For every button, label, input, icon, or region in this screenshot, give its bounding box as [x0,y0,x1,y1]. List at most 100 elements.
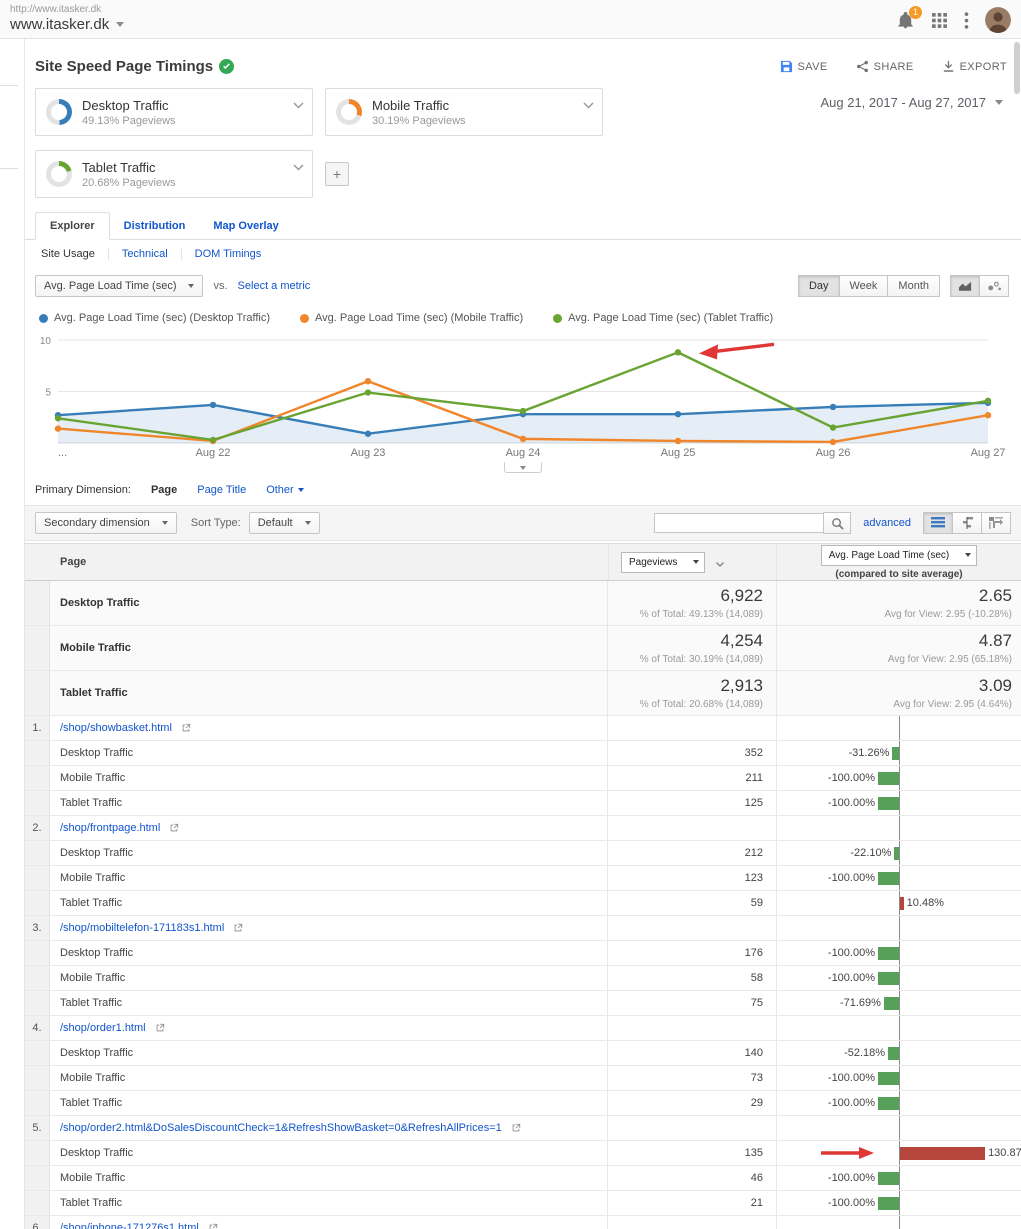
dimension-page-title[interactable]: Page Title [197,484,247,496]
table-view-button[interactable] [923,512,953,534]
save-button[interactable]: SAVE [780,60,828,73]
pivot-view-button[interactable] [981,512,1011,534]
segment-sub-row: Tablet Traffic 29 -100.00% [25,1091,1021,1116]
pageviews-value: 123 [607,866,776,890]
pageviews-column-dropdown[interactable]: Pageviews [621,551,706,573]
segment-total-name: Desktop Traffic [60,597,140,609]
timeseries-chart[interactable]: 5 10... Aug 22 Aug 23 Aug 24 Aug 25 Aug 26 Aug … [33,328,1013,473]
search-input[interactable] [654,513,825,533]
metric-total-value: 2.65 [978,586,1012,605]
legend-item-tablet[interactable]: Avg. Page Load Time (sec) (Tablet Traffi… [553,312,773,324]
chevron-down-icon[interactable] [293,158,304,176]
site-average-axis [899,891,900,915]
chevron-down-icon[interactable] [583,96,594,114]
site-average-axis [899,716,900,740]
segment-name-cell: Desktop Traffic [50,597,607,609]
page-url-row: 5. /shop/order2.html&DoSalesDiscountCheck… [25,1116,1021,1141]
tab-distribution[interactable]: Distribution [123,220,186,232]
legend-item-desktop[interactable]: Avg. Page Load Time (sec) (Desktop Traff… [39,312,270,324]
motion-chart-view-button[interactable] [979,275,1009,297]
row-select-cell [25,1141,50,1165]
page-url-link[interactable]: /shop/iphone-171276s1.html [60,1222,199,1229]
svg-text:Aug 25: Aug 25 [661,447,696,459]
pageviews-value: 29 [607,1091,776,1115]
report-title-bar: Site Speed Page Timings SAVE SHARE EXPOR… [25,39,1021,88]
search-button[interactable] [823,512,852,534]
page-url-cell: /shop/frontpage.html [50,822,607,834]
tab-explorer[interactable]: Explorer [35,212,110,240]
open-page-external-icon[interactable] [169,823,179,833]
granularity-week-button[interactable]: Week [838,275,889,297]
pageviews-value: 21 [607,1191,776,1215]
subtab-dom-timings[interactable]: DOM Timings [180,248,275,260]
delta-cell: 10.48% [776,891,1021,915]
secondary-dimension-dropdown[interactable]: Secondary dimension [35,512,177,534]
comparison-view-button[interactable] [952,512,982,534]
open-page-external-icon[interactable] [155,1023,165,1033]
chevron-down-icon[interactable] [293,96,304,114]
metric-column-dropdown[interactable]: Avg. Page Load Time (sec) [820,544,978,566]
kebab-menu-icon [964,11,969,29]
export-button[interactable]: EXPORT [942,60,1007,73]
add-segment-button[interactable]: + [325,162,349,186]
page-url-link[interactable]: /shop/order2.html&DoSalesDiscountCheck=1… [60,1122,502,1134]
segment-sub-row: Mobile Traffic 46 -100.00% [25,1166,1021,1191]
delta-cell: -100.00% [776,941,1021,965]
page-url-link[interactable]: /shop/frontpage.html [60,822,161,834]
scrollbar-thumb[interactable] [1014,42,1020,94]
date-range-selector[interactable]: Aug 21, 2017 - Aug 27, 2017 [820,95,1003,110]
site-average-axis [899,1066,900,1090]
delta-value: -100.00% [827,1072,875,1084]
granularity-month-button[interactable]: Month [887,275,940,297]
segment-label: Tablet Traffic [60,797,123,809]
select-metric-link[interactable]: Select a metric [237,280,311,292]
sort-descending-icon[interactable] [715,556,725,568]
page-title: Site Speed Page Timings [35,58,214,75]
segment-donut-icon [46,99,72,125]
legend-item-mobile[interactable]: Avg. Page Load Time (sec) (Mobile Traffi… [300,312,523,324]
subtab-site-usage[interactable]: Site Usage [41,248,95,260]
segment-label-cell: Mobile Traffic [50,1072,607,1084]
page-url-link[interactable]: /shop/showbasket.html [60,722,172,734]
pageviews-value: 46 [607,1166,776,1190]
site-average-axis [899,741,900,765]
metric-dropdown[interactable]: Avg. Page Load Time (sec) [35,275,204,297]
pageviews-percent-of-total: % of Total: 20.68% (14,089) [639,699,763,710]
subtab-technical[interactable]: Technical [107,248,181,260]
delta-bar [900,896,904,910]
line-chart-view-button[interactable] [950,275,980,297]
segment-card-tablet[interactable]: Tablet Traffic 20.68% Pageviews [35,150,313,198]
open-page-external-icon[interactable] [181,723,191,733]
page-url-link[interactable]: /shop/order1.html [60,1022,146,1034]
delta-negative-group: -100.00% [777,766,899,790]
sort-type-dropdown[interactable]: Default [248,512,320,534]
open-page-external-icon[interactable] [511,1123,521,1133]
segment-card-mobile[interactable]: Mobile Traffic 30.19% Pageviews [325,88,603,136]
open-page-external-icon[interactable] [208,1223,218,1229]
page-url-link[interactable]: /shop/mobiltelefon-171183s1.html [60,922,225,934]
tab-map-overlay[interactable]: Map Overlay [213,220,279,232]
segment-label: Mobile Traffic [60,972,126,984]
share-button[interactable]: SHARE [856,60,914,73]
dimension-other[interactable]: Other [266,484,304,496]
segment-card-desktop[interactable]: Desktop Traffic 49.13% Pageviews [35,88,313,136]
segment-label: Desktop Traffic [60,747,134,759]
open-page-external-icon[interactable] [233,923,243,933]
account-selector[interactable]: www.itasker.dk [0,15,125,33]
granularity-day-button[interactable]: Day [797,275,840,297]
advanced-filter-link[interactable]: advanced [863,517,911,529]
segment-donut-icon [46,161,72,187]
segment-label: Desktop Traffic [60,1147,134,1159]
notifications-bell-button[interactable]: 1 [896,5,922,30]
page-url-row: 1. /shop/showbasket.html [25,716,1021,741]
metric-column-subtitle: (compared to site average) [835,568,963,580]
more-options-button[interactable] [964,11,969,29]
segment-label-cell: Desktop Traffic [50,947,607,959]
chart-expander-tab[interactable] [504,462,542,473]
metric-cell [776,1216,1021,1229]
apps-grid-button[interactable] [931,12,948,29]
dimension-page[interactable]: Page [150,484,178,496]
collapsed-sidebar[interactable] [0,39,25,1229]
segment-label: Mobile Traffic [60,1172,126,1184]
user-avatar[interactable] [985,7,1011,33]
